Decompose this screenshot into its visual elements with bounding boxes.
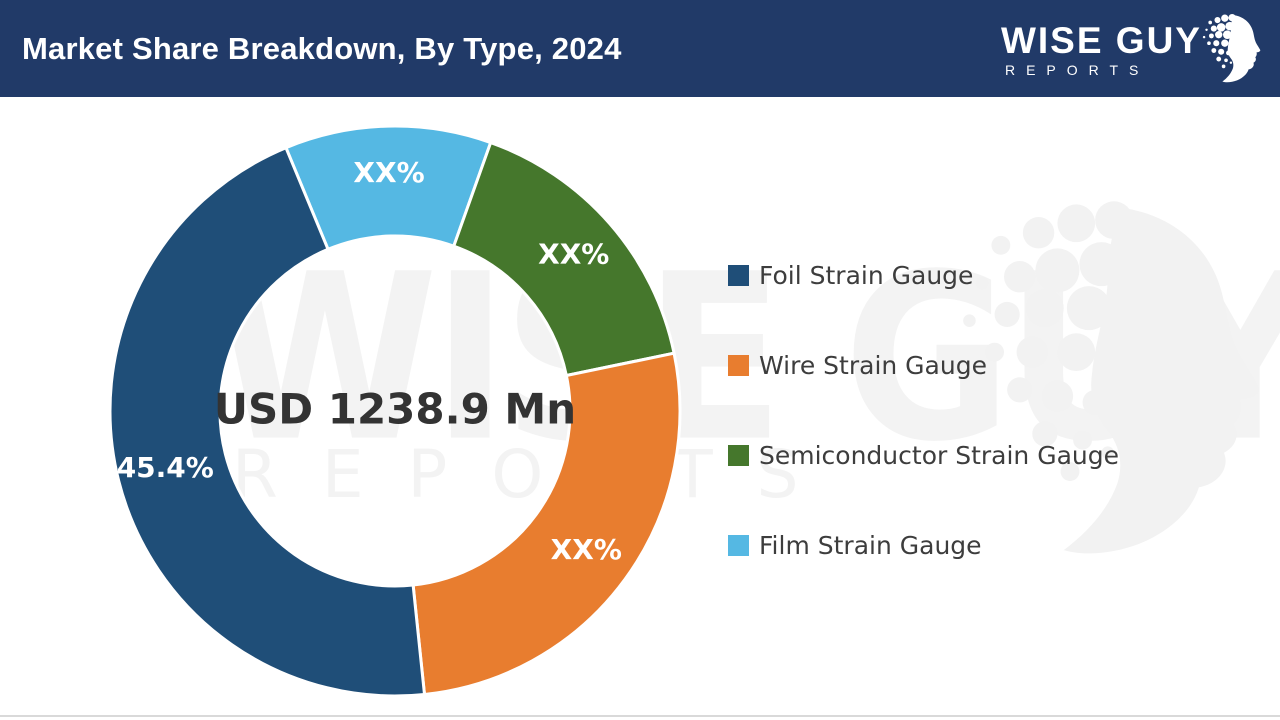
legend-item-foil-strain-gauge: Foil Strain Gauge [728,262,1119,288]
legend-swatch-wire-strain-gauge [728,354,749,376]
donut-segment-foil-strain-gauge [108,145,427,698]
segment-value-label-film-strain-gauge: XX% [353,156,424,189]
header-bar: Market Share Breakdown, By Type, 2024 [0,0,1280,97]
segment-value-label-wire-strain-gauge: XX% [551,533,622,566]
dotted-head-icon [1198,10,1262,88]
segment-value-label-foil-strain-gauge: 45.4% [117,451,214,484]
legend-label-semiconductor-strain-gauge: Semiconductor Strain Gauge [759,440,1120,470]
legend-swatch-foil-strain-gauge [728,264,749,286]
logo-wordmark: WISE GUY [1000,19,1202,61]
donut-segment-wire-strain-gauge [411,351,682,697]
wise-guy-logo: WISE GUY REPORTS [1001,6,1262,92]
legend-item-wire-strain-gauge: Wire Strain Gauge [728,352,1119,378]
legend-label-film-strain-gauge: Film Strain Gauge [759,530,982,560]
page-title: Market Share Breakdown, By Type, 2024 [22,30,622,66]
legend-label-wire-strain-gauge: Wire Strain Gauge [759,350,987,380]
legend-item-semiconductor-strain-gauge: Semiconductor Strain Gauge [728,442,1119,468]
bottom-divider [0,715,1280,717]
segment-value-label-semiconductor-strain-gauge: XX% [538,237,609,270]
donut-center-value: USD 1238.9 Mn [214,385,576,434]
legend-swatch-semiconductor-strain-gauge [728,444,749,466]
legend-swatch-film-strain-gauge [728,534,749,556]
legend-item-film-strain-gauge: Film Strain Gauge [728,532,1119,558]
chart-legend: Foil Strain Gauge Wire Strain Gauge Semico… [728,262,1119,622]
legend-label-foil-strain-gauge: Foil Strain Gauge [759,260,974,290]
logo-subtitle: REPORTS [1004,61,1150,78]
